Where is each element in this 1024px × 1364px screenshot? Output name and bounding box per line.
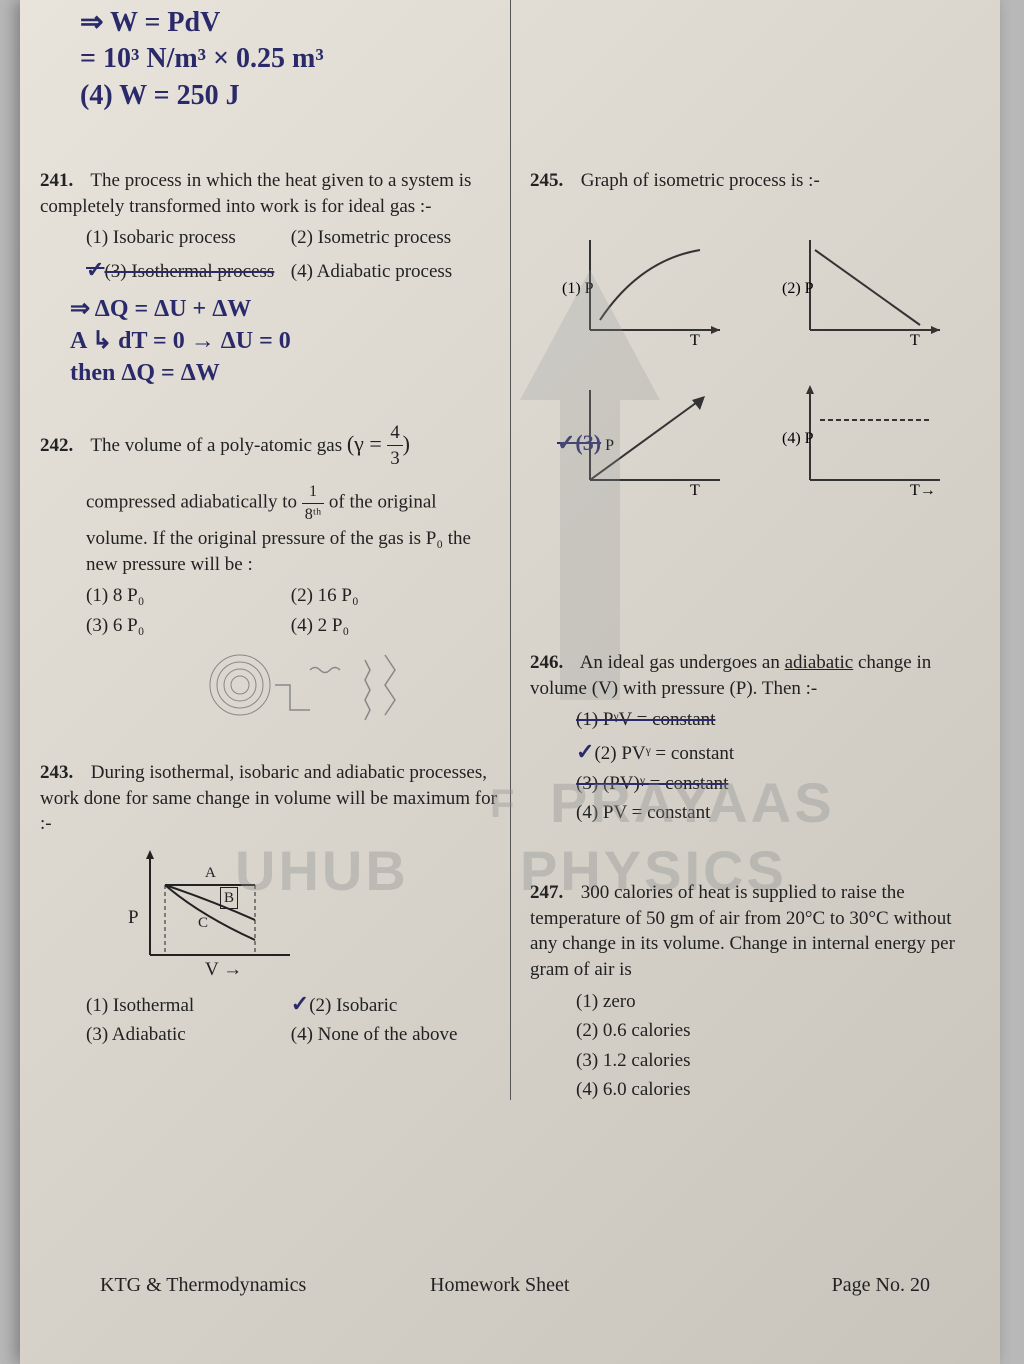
option-1: (1) zero	[576, 989, 776, 1015]
option-3: (3) 1.2 calories	[576, 1048, 776, 1074]
graph-option-2: (2) P T	[780, 230, 950, 355]
question-number: 241.	[40, 168, 86, 194]
question-243: 243. During isothermal, isobaric and adi…	[40, 760, 500, 1052]
option-3: ✓(3) Isothermal process	[86, 255, 286, 285]
footer-title: Homework Sheet	[430, 1274, 569, 1297]
footer-pagenum: Page No. 20	[832, 1274, 930, 1297]
axis-v: V →	[205, 957, 242, 983]
option-1: (1) Isothermal	[86, 993, 286, 1019]
option-2: (2) Isometric process	[291, 225, 491, 251]
question-text: During isothermal, isobaric and adiabati…	[40, 762, 497, 834]
options: (1) Isothermal ✓(2) Isobaric (3) Adiabat…	[86, 989, 500, 1052]
option-4: (4) None of the above	[291, 1022, 491, 1048]
hw-line: A ↳ dT = 0 → ΔU = 0	[70, 325, 500, 357]
handwritten-work-calc: ⇒ W = PdV = 10³ N/m³ × 0.25 m³ (4) W = 2…	[80, 5, 324, 114]
option-4: (4) 2 P₀	[291, 613, 491, 639]
option-2: (2) 0.6 calories	[576, 1018, 776, 1044]
question-text: 300 calories of heat is supplied to rais…	[530, 882, 955, 980]
watermark-prayaas: PRAYAAS	[550, 770, 835, 835]
hw-line: then ΔQ = ΔW	[70, 357, 500, 389]
question-number: 243.	[40, 760, 86, 786]
question-text: An ideal gas undergoes an adiabatic chan…	[530, 652, 931, 699]
question-241: 241. The process in which the heat given…	[40, 168, 500, 390]
option-4: (4) Adiabatic process	[291, 259, 491, 285]
option-1: (1) 8 P₀	[86, 583, 286, 609]
graph-option-4: (4) P T→	[780, 380, 950, 505]
arrow-watermark	[510, 260, 670, 705]
options: (1) zero (2) 0.6 calories (3) 1.2 calori…	[576, 989, 980, 1108]
curve-a: A	[205, 863, 216, 883]
question-text-a: The volume of a poly-atomic gas	[90, 435, 346, 456]
hw-line: ⇒ ΔQ = ΔU + ΔW	[70, 293, 500, 325]
footer-subject: KTG & Thermodynamics	[100, 1274, 306, 1297]
option-1: (1) Isobaric process	[86, 225, 286, 251]
option-2: ✓(2) Isobaric	[291, 989, 491, 1019]
hw-line: (4) W = 250 J	[80, 78, 324, 114]
question-text: The process in which the heat given to a…	[40, 170, 471, 217]
question-245: 245. Graph of isometric process is :-	[530, 168, 980, 194]
option-1: (1) PᵞV = constant	[576, 707, 776, 733]
hw-line: = 10³ N/m³ × 0.25 m³	[80, 41, 324, 77]
option-2: (2) 16 P₀	[291, 583, 491, 609]
hw-line: ⇒ W = PdV	[80, 5, 324, 41]
watermark-uhub: UHUB	[235, 838, 409, 903]
question-247: 247. 300 calories of heat is supplied to…	[530, 880, 980, 1107]
option-3: (3) 6 P₀	[86, 613, 286, 639]
question-number: 246.	[530, 650, 576, 676]
option-3: (3) Adiabatic	[86, 1022, 286, 1048]
question-242: 242. The volume of a poly-atomic gas (γ …	[40, 420, 500, 643]
question-text: Graph of isometric process is :-	[581, 170, 820, 191]
option-4: (4) 6.0 calories	[576, 1077, 776, 1103]
spiral-decoration	[200, 640, 420, 745]
worksheet-page: ⇒ W = PdV = 10³ N/m³ × 0.25 m³ (4) W = 2…	[20, 0, 1000, 1364]
option-2: ✓(2) PVᵞ = constant	[576, 737, 776, 767]
question-number: 247.	[530, 880, 576, 906]
options: (1) Isobaric process (2) Isometric proce…	[86, 225, 500, 288]
question-number: 242.	[40, 433, 86, 459]
axis-p: P	[128, 905, 139, 931]
watermark-of: F	[490, 782, 517, 827]
question-number: 245.	[530, 168, 576, 194]
curve-c: C	[198, 913, 208, 933]
handwritten-derivation: ⇒ ΔQ = ΔU + ΔW A ↳ dT = 0 → ΔU = 0 then …	[70, 293, 500, 390]
options: (1) 8 P₀ (2) 16 P₀ (3) 6 P₀ (4) 2 P₀	[86, 583, 500, 642]
question-text-b: compressed adiabatically to	[86, 492, 302, 513]
